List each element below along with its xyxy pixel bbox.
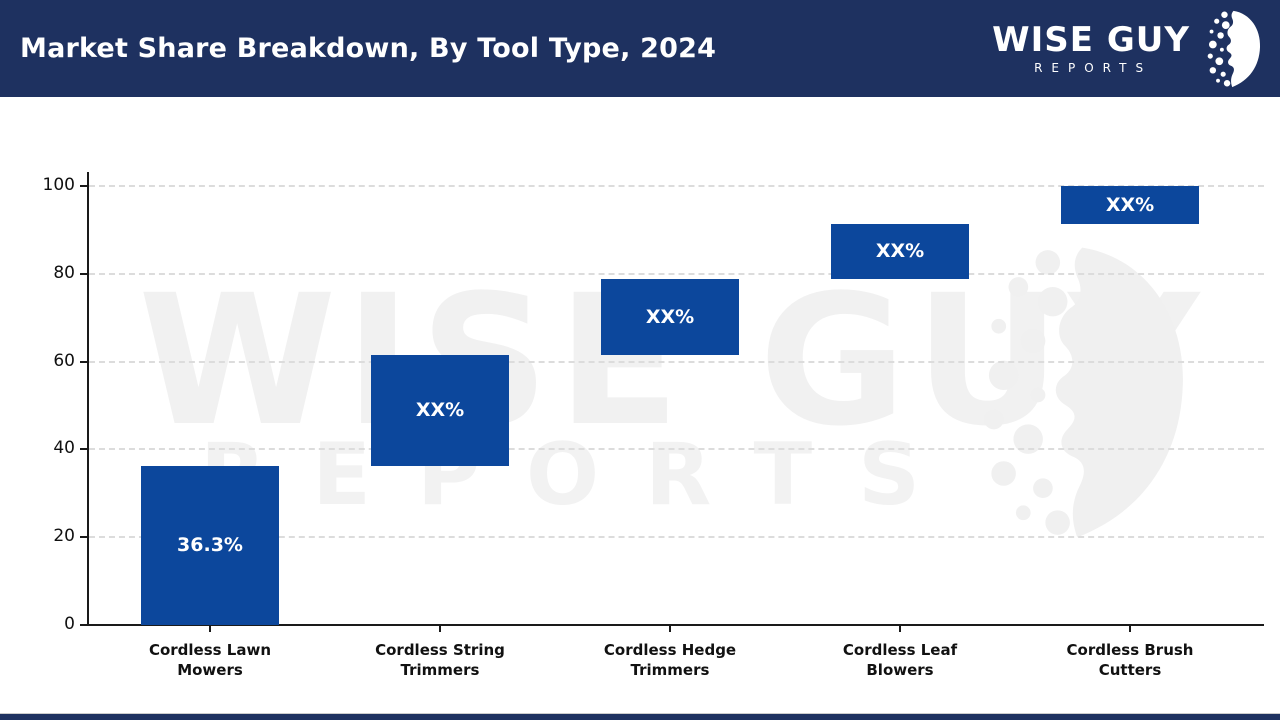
bar-value-label: XX% [1105,193,1155,216]
bar-segment: XX% [601,278,739,355]
wise-guy-face-icon [1207,10,1261,87]
y-tick-label: 60 [53,350,75,371]
x-axis-tick [439,626,441,632]
y-axis-tick [80,360,87,363]
x-axis-line [87,624,1264,626]
y-axis-tick [80,272,87,275]
plot-area: 0 20 40 60 80 100 36.3% Cordless Lawn Mowers XX% C… [0,97,1280,714]
watermark-face-icon [984,247,1183,538]
bar-segment: XX% [371,354,509,466]
x-axis-tick [899,626,901,632]
gridline [89,272,1264,275]
brand-subtitle-text: REPORTS [1034,61,1153,75]
brand-name-text: WISE GUY [992,20,1190,60]
gridline [89,360,1264,363]
y-axis-tick [80,624,87,626]
x-axis-tick [209,626,211,632]
y-axis-tick [80,536,87,539]
bar-value-label: XX% [415,399,465,422]
y-tick-label: 80 [53,262,75,283]
x-category-label: Cordless Lawn Mowers [148,641,272,680]
y-axis-tick [80,448,87,451]
footer-bar [0,713,1280,720]
bar-segment: XX% [831,223,969,279]
watermark-subtitle: REPORTS [200,425,967,525]
y-tick-label: 0 [64,614,75,634]
bar-value-label: 36.3% [177,534,243,557]
x-category-label: Cordless Brush Cutters [1066,641,1194,680]
bar-value-label: XX% [875,240,925,263]
x-category-label: Cordless Hedge Trimmers [603,641,737,680]
x-category-label: Cordless Leaf Blowers [842,641,958,680]
gridline [89,185,1264,187]
y-tick-label: 100 [42,175,75,195]
brand-wordmark: WISE GUY REPORTS [992,23,1190,74]
gridline [89,448,1264,451]
gridline [89,536,1264,539]
bar-segment: 36.3% [141,465,279,625]
y-tick-label: 40 [53,438,75,459]
y-axis-tick [80,185,87,187]
page-title: Market Share Breakdown, By Tool Type, 20… [20,33,717,64]
x-axis-tick [669,626,671,632]
x-axis-tick [1129,626,1131,632]
y-tick-label: 20 [53,526,75,547]
bar-value-label: XX% [645,305,695,328]
header-bar: Market Share Breakdown, By Tool Type, 20… [0,0,1280,97]
bar-segment: XX% [1061,186,1199,224]
x-category-label: Cordless String Trimmers [375,641,505,680]
brand-logo: WISE GUY REPORTS [992,7,1266,91]
y-axis-line [87,172,89,625]
